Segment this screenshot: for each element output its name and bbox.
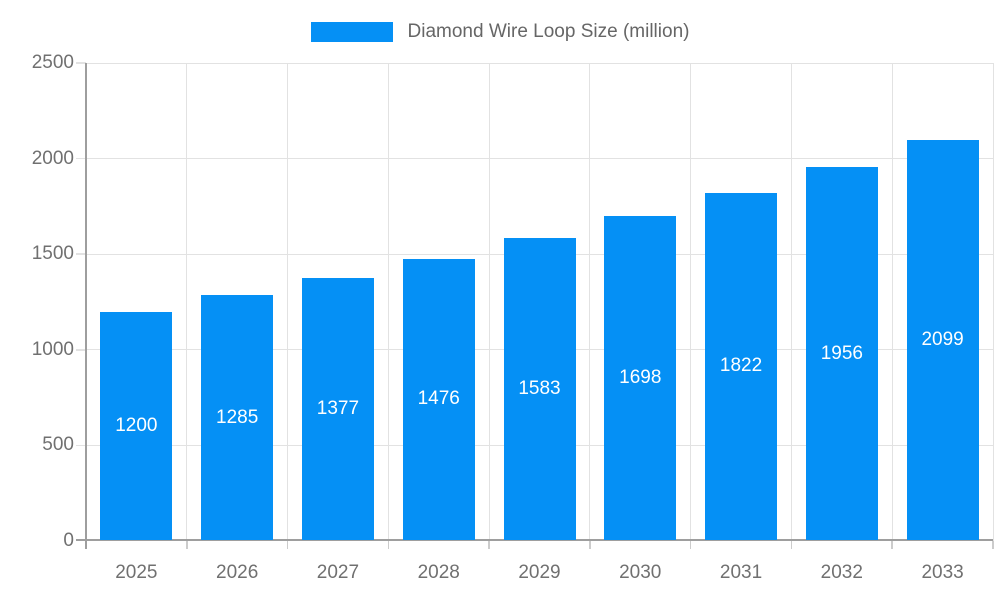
x-axis-tick-label: 2031 <box>719 562 763 583</box>
bar-value-label: 1583 <box>518 378 561 400</box>
v-gridline <box>992 63 994 541</box>
x-axis-tick <box>992 541 994 549</box>
y-axis-tick <box>76 157 86 160</box>
v-gridline <box>790 63 792 541</box>
x-axis-tick <box>589 541 591 549</box>
x-axis-tick-label: 2029 <box>518 562 561 583</box>
v-gridline <box>589 63 591 541</box>
y-axis-tick <box>76 444 86 447</box>
bar-2031: 1822 <box>705 192 778 540</box>
bar-2028: 1476 <box>402 258 475 540</box>
bar-2033: 2099 <box>906 139 979 540</box>
bar-2027: 1377 <box>301 277 374 540</box>
chart-legend: Diamond Wire Loop Size (million) <box>0 19 1000 45</box>
plot-area: 0 500 1000 1500 2000 2500 1200 1285 1377 1476 1583… <box>32 52 994 583</box>
x-axis-tick <box>790 541 793 549</box>
bar-2029: 1583 <box>503 238 576 540</box>
bar-2032: 1956 <box>805 167 878 540</box>
x-axis-tick-label: 2030 <box>619 562 662 583</box>
y-axis-tick-label: 2000 <box>31 147 74 169</box>
bar-2025: 1200 <box>100 311 173 540</box>
y-axis-tick-label: 0 <box>63 530 74 551</box>
v-gridline <box>287 63 289 541</box>
x-axis-tick-label: 2026 <box>216 562 259 583</box>
v-gridline <box>387 63 389 541</box>
v-gridline <box>186 63 188 541</box>
bar-2030: 1698 <box>604 216 677 540</box>
bar-2026: 1285 <box>201 295 274 540</box>
legend-swatch <box>310 22 393 42</box>
bar-value-label: 1377 <box>316 397 360 419</box>
h-gridline <box>86 62 993 64</box>
bar-value-label: 2099 <box>921 328 964 350</box>
bar-value-label: 1822 <box>719 355 763 377</box>
legend-label: Diamond Wire Loop Size (million) <box>407 21 690 42</box>
x-axis-tick-label: 2027 <box>316 562 360 583</box>
y-axis-tick <box>76 253 86 255</box>
v-gridline <box>690 63 692 541</box>
v-gridline <box>488 63 490 541</box>
y-axis-tick <box>76 349 86 351</box>
y-axis-tick <box>76 62 86 64</box>
x-axis-tick <box>186 541 188 549</box>
bar-value-label: 1200 <box>115 414 158 436</box>
x-axis-tick <box>891 541 893 549</box>
bar-value-label: 1956 <box>820 342 863 364</box>
y-axis-tick-label: 2500 <box>31 52 74 73</box>
x-axis-tick <box>387 541 390 549</box>
y-axis-tick-label: 1500 <box>31 243 74 265</box>
y-axis-tick-label: 500 <box>42 434 74 456</box>
y-axis-line <box>85 63 87 549</box>
y-axis-tick-label: 1000 <box>31 338 74 360</box>
h-gridline <box>86 158 993 160</box>
x-axis-tick <box>286 541 289 549</box>
x-axis-line <box>76 539 993 541</box>
bar-value-label: 1698 <box>619 367 662 389</box>
bar-value-label: 1476 <box>417 388 460 410</box>
x-axis-tick <box>689 541 692 549</box>
x-axis-tick-label: 2033 <box>921 562 964 583</box>
x-axis-tick-label: 2025 <box>115 562 158 583</box>
bar-value-label: 1285 <box>216 406 259 428</box>
x-axis-tick <box>488 541 490 549</box>
x-axis-tick-label: 2028 <box>417 562 460 583</box>
x-axis-tick-label: 2032 <box>820 562 863 583</box>
v-gridline <box>891 63 893 541</box>
